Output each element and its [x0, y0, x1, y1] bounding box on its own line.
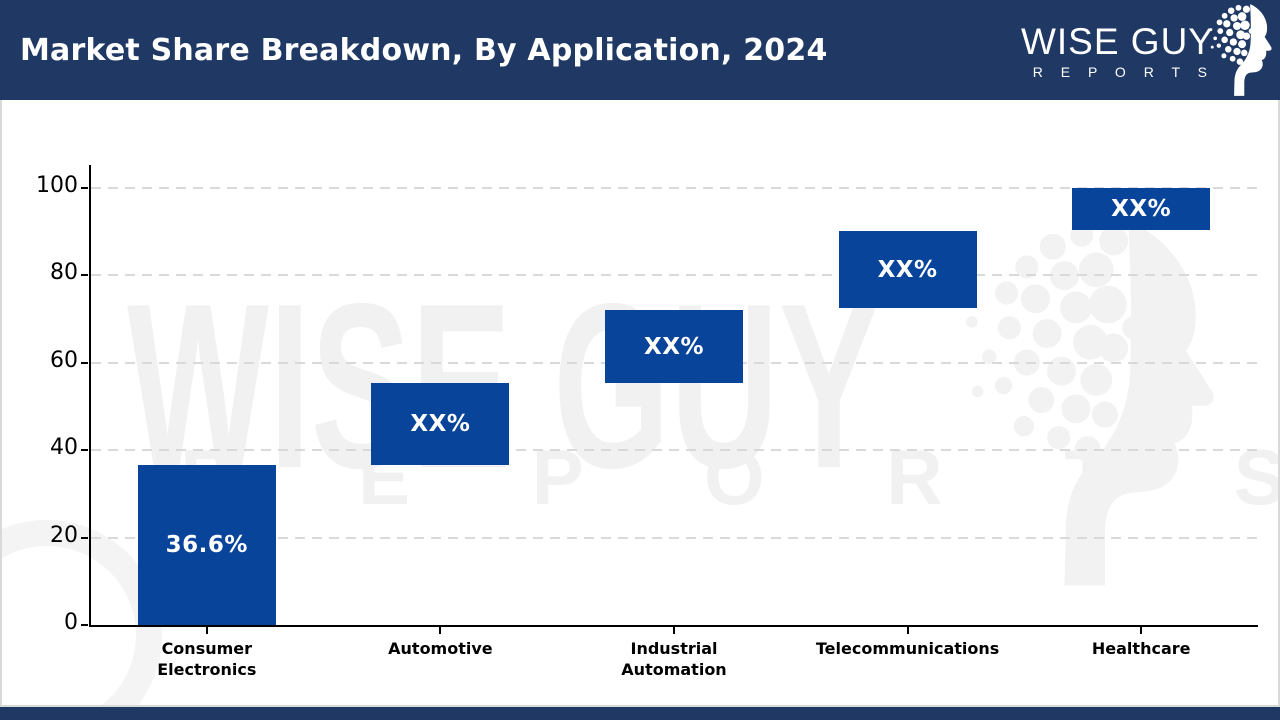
- x-category-label: Consumer Electronics: [157, 639, 257, 679]
- bar: XX%: [605, 310, 743, 384]
- bar-value-label: XX%: [410, 410, 471, 437]
- x-tick: [205, 627, 208, 634]
- footer-bar: [0, 707, 1280, 720]
- y-tick: [81, 449, 88, 451]
- bar: XX%: [1072, 187, 1211, 231]
- logo-subtitle: R E P O R T S: [1032, 63, 1214, 80]
- x-category-label: Automotive: [388, 639, 493, 658]
- plot: 0 20 40 60 80 100 36.6% Consumer Electronics XX%…: [2, 100, 1278, 705]
- x-tick: [673, 627, 675, 634]
- page-title: Market Share Breakdown, By Application, …: [20, 32, 828, 68]
- y-tick: [81, 186, 88, 189]
- gridline: [91, 274, 1258, 276]
- gridline: [91, 536, 1258, 539]
- x-category-label: Industrial Automation: [621, 639, 727, 679]
- logo-wordmark: WISE GUY: [1020, 20, 1214, 62]
- y-tick-label: 0: [64, 610, 78, 635]
- bar: XX%: [371, 383, 510, 465]
- header: Market Share Breakdown, By Application, …: [0, 0, 1280, 100]
- bar-value-label: XX%: [877, 256, 938, 283]
- x-tick: [1140, 627, 1143, 634]
- y-tick: [81, 361, 88, 364]
- gridline: [91, 186, 1258, 189]
- bar-value-label: XX%: [1111, 195, 1172, 222]
- y-tick-label: 100: [36, 172, 78, 198]
- watermark-head-icon: [966, 220, 1214, 586]
- wise-guy-head-icon: [1209, 4, 1272, 96]
- bar-value-label: 36.6%: [165, 531, 248, 558]
- x-category-label: Telecommunications: [815, 639, 1000, 658]
- y-tick: [81, 624, 88, 626]
- y-tick-label: 80: [50, 260, 78, 285]
- x-tick: [906, 627, 909, 634]
- gridline: [91, 449, 1258, 451]
- y-tick-label: 60: [50, 347, 78, 373]
- chart-area: WISE GUY R E P O R T S 0 20 40 60 80 100 36.6%…: [0, 100, 1280, 707]
- bar-value-label: XX%: [643, 333, 704, 360]
- brand-logo-text: WISE GUY R E P O R T S: [1021, 21, 1214, 80]
- bar: 36.6%: [137, 464, 276, 625]
- x-category-label: Healthcare: [1091, 639, 1191, 658]
- bar: XX%: [838, 231, 977, 309]
- y-tick-label: 20: [50, 522, 78, 548]
- brand-logo: WISE GUY R E P O R T S: [1021, 0, 1274, 100]
- x-tick: [439, 627, 442, 634]
- y-axis-line: [89, 165, 91, 627]
- x-axis-line: [89, 625, 1258, 627]
- y-tick: [81, 274, 88, 276]
- y-tick: [81, 536, 88, 539]
- y-tick-label: 40: [50, 435, 78, 460]
